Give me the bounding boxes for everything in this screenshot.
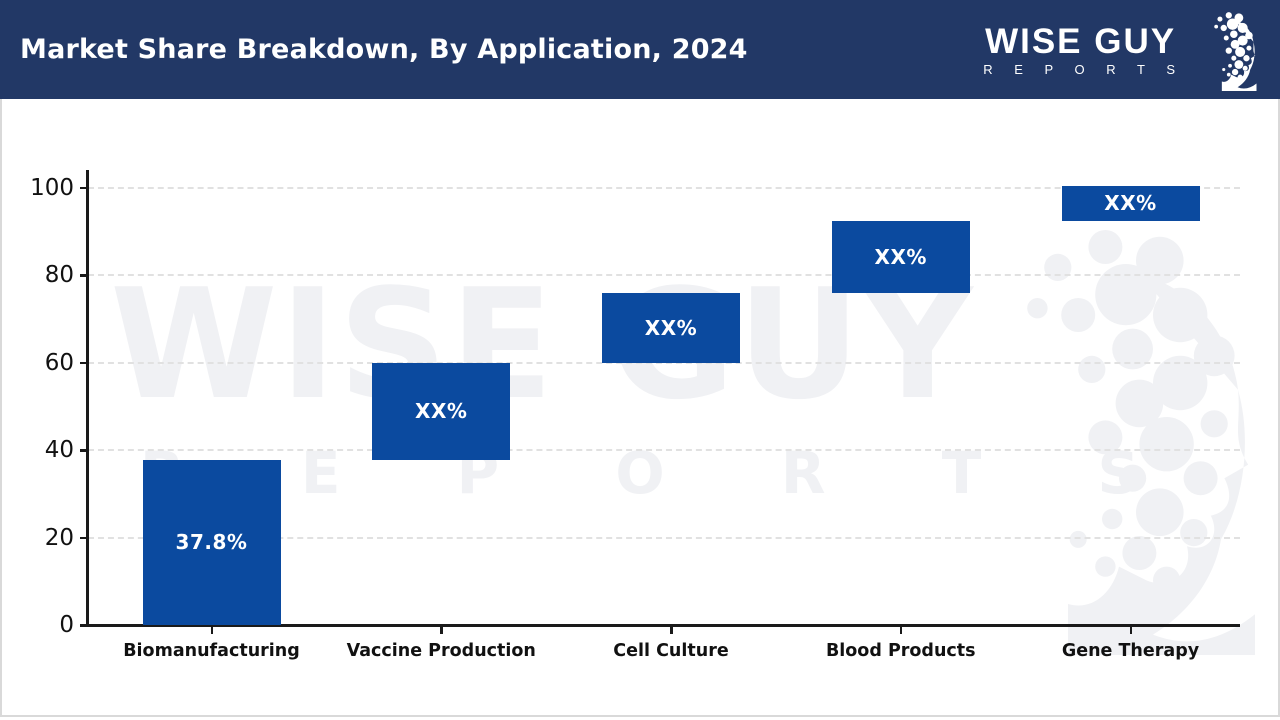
x-tick-label: Blood Products [825,641,976,661]
header-bar: Market Share Breakdown, By Application, … [0,0,1280,99]
y-tick-label: 100 [30,174,74,201]
bar-value-label: XX% [644,315,698,340]
watermark-wordmark: WISE GUY [110,256,975,433]
y-tick-label: 20 [44,524,74,551]
x-axis [86,624,1240,627]
bar: XX% [831,221,970,293]
y-tick-mark [80,361,88,364]
y-tick-mark [80,274,88,277]
y-tick-mark [80,624,88,627]
bar-value-label: XX% [1104,191,1157,216]
logo-text: WISE GUY R E P O R T S [977,24,1184,76]
chart-canvas: WISE GUY R E P O R T S 0 20 40 60 80 100 37.8%… [0,99,1280,720]
gridline [88,186,1240,189]
bar: XX% [602,292,740,363]
y-tick-mark [80,449,88,452]
x-tick-mark [210,626,213,634]
x-tick-mark [1129,626,1132,634]
y-tick-mark [80,536,88,539]
x-tick-label: Vaccine Production [346,641,536,661]
bar: 37.8% [142,459,281,625]
gridline [88,361,1240,364]
x-tick-label: Cell Culture [613,641,729,661]
wise-guy-logo: WISE GUY R E P O R T S [977,9,1262,91]
page-title: Market Share Breakdown, By Application, … [20,34,748,65]
bar-value-label: XX% [874,244,927,269]
logo-subtitle: R E P O R T S [983,61,1184,77]
y-tick-label: 80 [44,262,74,288]
bar-value-label: 37.8% [175,530,248,555]
y-tick-mark [80,186,88,189]
dotted-head-icon [1188,9,1262,91]
x-tick-mark [899,626,903,634]
logo-wordmark: WISE GUY [985,21,1177,61]
y-axis [86,170,89,626]
bar: XX% [1061,185,1200,222]
gridline [88,274,1240,276]
x-tick-mark [440,626,443,634]
y-tick-label: 60 [44,349,74,376]
y-tick-label: 40 [44,437,74,463]
gridline [88,536,1240,539]
x-tick-label: Biomanufacturing [123,641,300,661]
y-tick-label: 0 [59,612,74,638]
x-tick-label: Gene Therapy [1061,641,1200,661]
bar-value-label: XX% [415,399,468,424]
gridline [88,449,1240,451]
bar: XX% [372,362,511,460]
x-tick-mark [670,626,673,634]
